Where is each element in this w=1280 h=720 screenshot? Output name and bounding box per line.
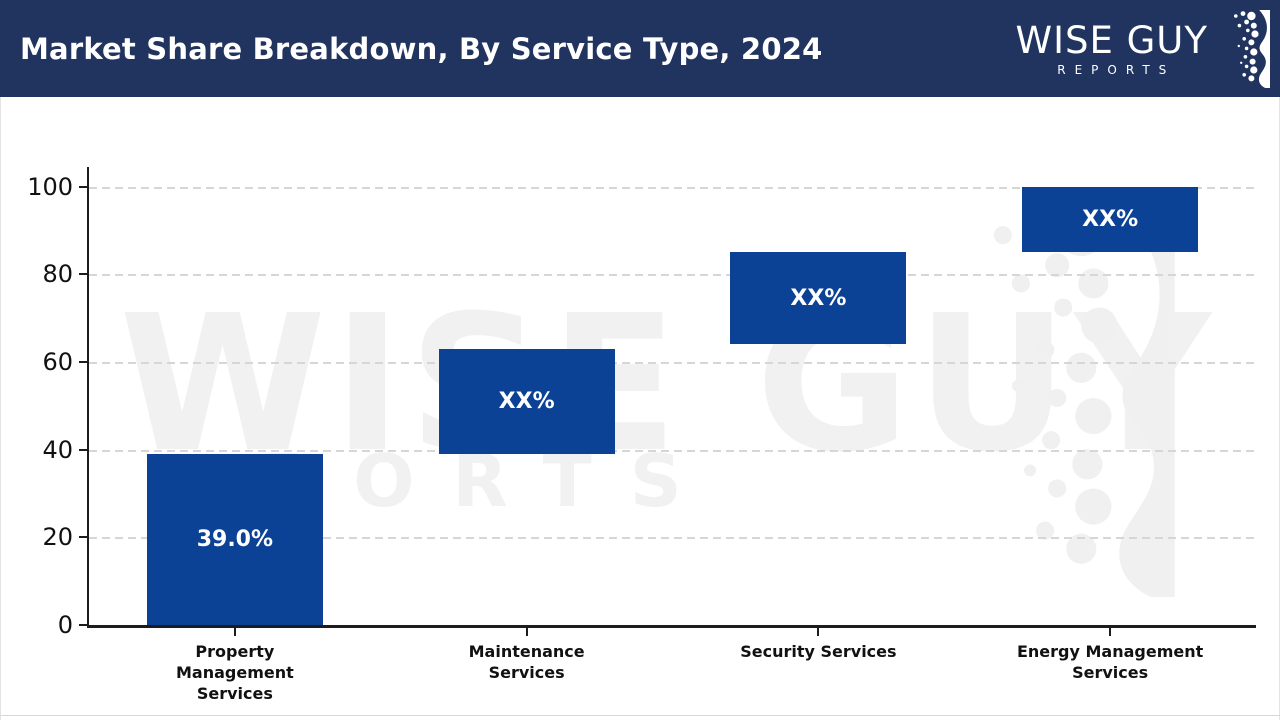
brand-subtitle: REPORTS: [1057, 63, 1176, 77]
brand-logo: WISE GUY REPORTS: [1016, 8, 1270, 90]
x-axis-tick: [1109, 628, 1112, 636]
bottom-divider: [1, 715, 1280, 716]
gridline-100: [89, 186, 1256, 189]
y-axis-tick: [79, 624, 87, 626]
y-axis-tick-label: 60: [42, 347, 73, 376]
x-axis-line: [87, 625, 1256, 628]
bar-3: XX%: [1022, 186, 1199, 253]
x-axis-category-label: Security Services: [740, 642, 897, 661]
gridline-20: [89, 537, 1256, 540]
gridline-80: [89, 274, 1256, 277]
brand-wordmark: WISE GUY: [1015, 19, 1208, 62]
y-axis-tick-label: 40: [42, 435, 73, 464]
bar-value-label: 39.0%: [196, 527, 274, 552]
brand-logo-text: WISE GUY REPORTS: [1015, 19, 1208, 78]
x-axis-tick: [525, 628, 528, 636]
y-axis-tick: [79, 536, 87, 539]
y-axis-tick-label: 20: [42, 523, 73, 552]
app-header: Market Share Breakdown, By Service Type,…: [0, 0, 1280, 97]
wiseguy-face-logo-icon: [1234, 10, 1270, 88]
y-axis-tick-label: 100: [27, 172, 73, 201]
y-axis-tick: [79, 448, 87, 451]
bar-0: 39.0%: [146, 454, 323, 625]
plot-area: 39.0% XX% XX% XX%: [89, 169, 1256, 625]
y-axis-tick-label: 0: [57, 611, 73, 639]
x-axis-tick: [233, 628, 236, 636]
x-axis-category-label: Maintenance Services: [468, 642, 585, 682]
gridline-60: [89, 361, 1256, 364]
y-axis-line: [87, 167, 89, 627]
gridline-40: [89, 449, 1256, 452]
y-axis-tick: [79, 273, 87, 276]
bar-value-label: XX%: [790, 285, 847, 311]
bar-1: XX%: [438, 348, 615, 454]
y-axis-tick: [79, 360, 87, 363]
x-axis-tick: [817, 628, 820, 636]
bar-value-label: XX%: [498, 388, 555, 414]
x-axis-category-label: Energy Management Services: [1016, 642, 1204, 682]
page-title: Market Share Breakdown, By Service Type,…: [20, 31, 823, 66]
x-axis-category-label: Property Management Services: [175, 642, 294, 703]
y-axis-tick-label: 80: [42, 260, 73, 289]
y-axis-tick: [79, 185, 87, 188]
bar-2: XX%: [730, 252, 907, 345]
chart-canvas: WISE GUY PORTS 39.0% XX% XX% XX% 0 20 40 60 80 1…: [0, 97, 1280, 720]
bar-value-label: XX%: [1082, 206, 1139, 232]
